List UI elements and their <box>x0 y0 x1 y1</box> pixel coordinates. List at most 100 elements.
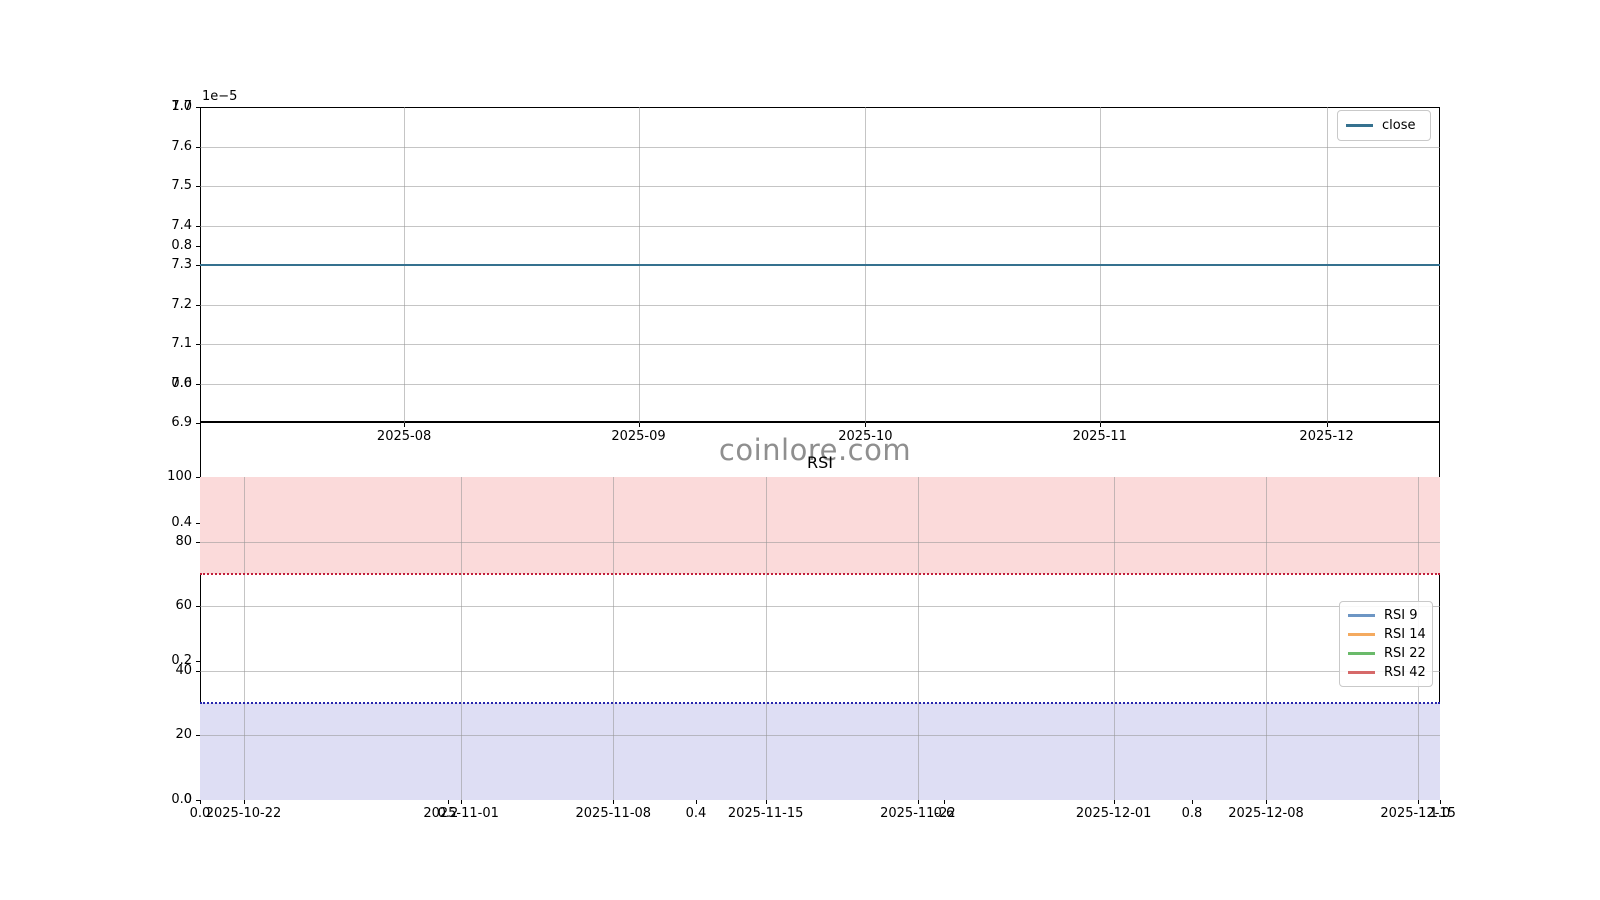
price-x-tick-mark <box>638 423 640 427</box>
price-x-tick-label: 2025-09 <box>611 429 666 444</box>
rsi-y-tick-mark <box>196 670 200 672</box>
legend-label-rsi22: RSI 22 <box>1384 646 1426 661</box>
rsi-y-tick-label: 100 <box>167 469 192 484</box>
overlay-y-tick-mark <box>196 107 200 108</box>
overlay-y-tick-label: 1.0 <box>171 99 192 114</box>
price-x-tick-mark <box>1099 423 1101 427</box>
rsi-x-tick-label: 2025-11-22 <box>880 806 956 821</box>
legend-row-rsi9: RSI 9 <box>1348 606 1424 625</box>
rsi-y-tick-label: 20 <box>175 727 192 743</box>
rsi-y-tick-mark <box>196 606 200 608</box>
price-grid-line-h <box>200 146 1440 148</box>
price-y-tick-mark <box>196 186 200 187</box>
price-y-tick-label: 7.3 <box>171 257 192 272</box>
price-x-tick-label: 2025-08 <box>376 429 432 444</box>
price-legend: close <box>1337 110 1431 141</box>
overlay-y-tick-mark <box>196 800 200 801</box>
legend-row-rsi22: RSI 22 <box>1348 644 1426 663</box>
price-x-tick-label: 2025-10 <box>838 429 893 444</box>
price-y-tick-label: 6.9 <box>171 415 192 430</box>
overlay-x-tick-mark <box>200 800 201 804</box>
price-y-tick-label: 7.1 <box>171 336 192 351</box>
price-grid-line-h <box>200 344 1440 345</box>
rsi-grid-line-h <box>200 670 1440 672</box>
overlay-y-tick-label: 0.2 <box>171 653 192 669</box>
rsi-y-tick-label: 40 <box>175 662 192 678</box>
price-grid-line-h <box>200 383 1440 385</box>
price-y-tick-label: 7.5 <box>171 178 192 193</box>
rsi-x-tick-mark <box>1418 800 1420 804</box>
overlay-y-tick-label: 0.4 <box>171 514 192 530</box>
oversold-band <box>200 703 1440 800</box>
rsi-x-tick-mark <box>917 800 919 804</box>
price-y-tick-mark <box>196 383 200 385</box>
overbought-line <box>200 572 1440 575</box>
price-y-tick-mark <box>196 225 200 227</box>
rsi-grid-line-h <box>200 541 1440 543</box>
overlay-x-tick-label: 0.8 <box>1181 806 1203 821</box>
overlay-x-tick-mark <box>696 800 697 804</box>
rsi9-line-swatch <box>1348 614 1375 617</box>
rsi-y-tick-label: 0 <box>183 792 192 807</box>
price-y-tick-mark <box>196 344 200 345</box>
rsi-x-tick-label: 2025-11-08 <box>575 806 652 821</box>
price-x-tick-mark <box>404 423 406 427</box>
overlay-y-tick-mark <box>196 384 200 386</box>
rsi-x-tick-mark <box>1266 800 1267 804</box>
overlay-x-tick-mark <box>1192 800 1193 804</box>
rsi-y-tick-mark <box>196 735 200 737</box>
rsi-grid-line-v <box>243 477 245 800</box>
overlay-x-tick-label: 0.0 <box>189 806 211 821</box>
price-y-tick-mark <box>196 304 200 306</box>
price-grid-line-h <box>200 186 1440 187</box>
close-line-swatch <box>1346 124 1373 127</box>
rsi-y-tick-mark <box>196 541 200 543</box>
y-axis-offset-label: 1e−5 <box>202 89 238 104</box>
rsi-grid-line-v <box>765 477 767 800</box>
overbought-band <box>200 477 1440 574</box>
overlay-y-tick-mark <box>196 245 200 247</box>
rsi-x-tick-mark <box>765 800 767 804</box>
overlay-x-tick-mark <box>944 800 945 804</box>
price-y-tick-label: 7.4 <box>171 217 192 233</box>
rsi-grid-line-v <box>1266 477 1267 800</box>
price-y-tick-label: 7.0 <box>171 375 192 391</box>
rsi-x-tick-label: 2025-12-15 <box>1380 806 1456 821</box>
price-x-tick-mark <box>1326 423 1328 427</box>
overlay-y-tick-mark <box>196 661 200 663</box>
overlay-x-tick-label: 0.4 <box>685 806 707 821</box>
price-y-tick-label: 7.6 <box>171 138 192 154</box>
price-y-tick-mark <box>196 265 200 266</box>
rsi-x-tick-label: 2025-11-01 <box>423 806 499 821</box>
rsi-x-tick-label: 2025-12-01 <box>1075 806 1152 821</box>
rsi-x-tick-mark <box>613 800 615 804</box>
overlay-x-tick-label: 1.0 <box>1429 806 1451 821</box>
rsi-grid-line-v <box>917 477 919 800</box>
overlay-y-tick-label: 0.0 <box>171 792 192 807</box>
rsi-x-tick-mark <box>243 800 245 804</box>
overlay-y-tick-label: 0.8 <box>171 237 192 253</box>
overlay-y-tick-label: 0.6 <box>171 376 192 392</box>
legend-label-close: close <box>1382 118 1416 133</box>
watermark: coinlore.com <box>718 433 912 467</box>
rsi-y-tick-mark <box>196 477 200 478</box>
legend-label-rsi14: RSI 14 <box>1384 627 1426 642</box>
rsi22-line-swatch <box>1348 652 1375 655</box>
rsi-grid-line-v <box>461 477 463 800</box>
overlay-x-tick-label: 0.2 <box>437 806 459 821</box>
price-grid-line-h <box>200 225 1440 227</box>
rsi42-line-swatch <box>1348 671 1375 674</box>
overlay-x-tick-mark <box>448 800 449 804</box>
price-y-tick-mark <box>196 146 200 148</box>
price-x-tick-mark <box>865 423 867 427</box>
close-line <box>200 264 1440 266</box>
price-x-tick-label: 2025-11 <box>1072 429 1127 444</box>
price-y-tick-label: 7.2 <box>171 296 192 312</box>
price-grid-line-h <box>200 304 1440 306</box>
price-y-tick-label: 7.7 <box>171 99 192 114</box>
price-y-tick-mark <box>196 423 200 424</box>
rsi-grid-line-h <box>200 735 1440 737</box>
rsi-y-tick-label: 60 <box>175 598 192 614</box>
price-x-tick-label: 2025-12 <box>1299 429 1354 444</box>
